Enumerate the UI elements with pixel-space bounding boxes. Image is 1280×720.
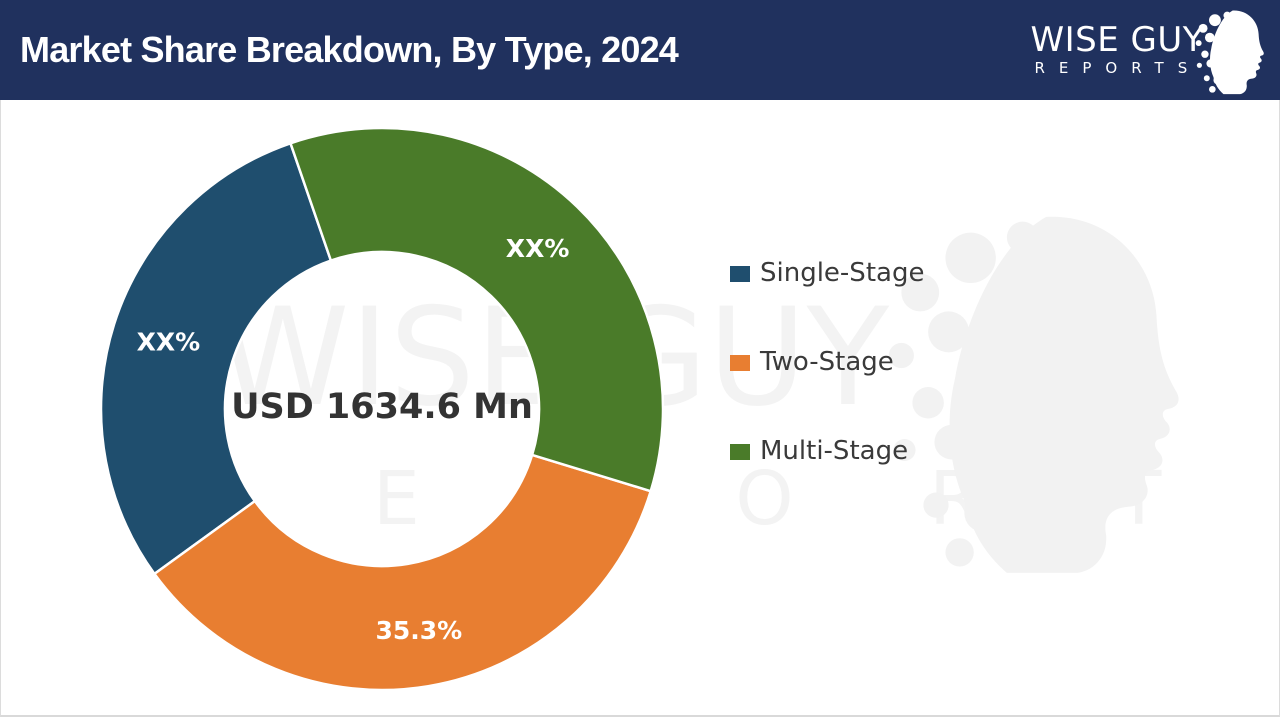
legend: Single-Stage Two-Stage Multi-Stage [730, 257, 924, 468]
legend-label-two-stage: Two-Stage [760, 347, 894, 377]
legend-item-single-stage: Single-Stage [730, 257, 924, 290]
logo-name: WISE GUY [1030, 20, 1204, 60]
wiseguy-logo: WISE GUY REPORTS [1030, 6, 1266, 95]
legend-swatch-multi-stage [730, 443, 750, 460]
logo-face-icon [1195, 10, 1264, 94]
donut-slice-single-stage [99, 142, 333, 576]
donut-slice-two-stage [153, 453, 652, 692]
slice-label-single-stage: XX% [137, 327, 201, 356]
donut-center-value: USD 1634.6 Mn [231, 387, 533, 427]
watermark-face-icon [888, 216, 1179, 573]
logo-tagline: REPORTS [1034, 59, 1202, 77]
legend-label-single-stage: Single-Stage [760, 258, 925, 288]
slice-label-multi-stage: XX% [506, 234, 570, 263]
chart-area: WISE GUY R E P O R T S XX% 35.3% XX% USD 1… [0, 100, 1280, 717]
slice-label-two-stage: 35.3% [375, 616, 462, 645]
legend-item-two-stage: Two-Stage [730, 346, 924, 379]
legend-item-multi-stage: Multi-Stage [730, 435, 924, 468]
legend-swatch-two-stage [730, 354, 750, 371]
donut-chart: XX% 35.3% XX% [99, 126, 665, 692]
legend-label-multi-stage: Multi-Stage [760, 436, 909, 466]
page-title: Market Share Breakdown, By Type, 2024 [20, 29, 679, 70]
donut-slice-multi-stage [289, 126, 665, 493]
logo-text: WISE GUY REPORTS [1030, 23, 1204, 77]
header-bar: Market Share Breakdown, By Type, 2024 WI… [0, 0, 1280, 100]
legend-swatch-single-stage [730, 265, 750, 282]
